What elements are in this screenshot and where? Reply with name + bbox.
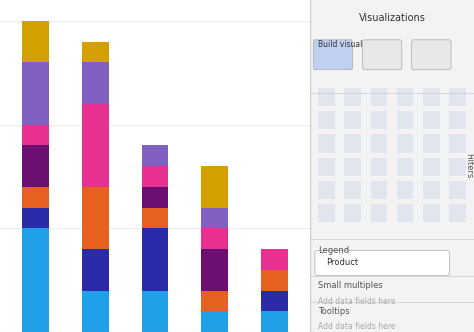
Bar bbox=[142, 145, 168, 166]
FancyBboxPatch shape bbox=[315, 251, 449, 276]
Bar bbox=[371, 134, 387, 153]
Text: Tooltips: Tooltips bbox=[318, 307, 350, 316]
Bar bbox=[397, 204, 413, 222]
Bar bbox=[318, 134, 335, 153]
Text: Add data fields here: Add data fields here bbox=[318, 322, 396, 331]
Bar bbox=[261, 270, 288, 290]
Bar bbox=[261, 249, 288, 270]
Bar bbox=[449, 181, 466, 199]
Bar bbox=[449, 111, 466, 129]
Bar bbox=[22, 187, 49, 208]
Bar bbox=[142, 187, 168, 208]
Text: Small multiples: Small multiples bbox=[318, 281, 383, 290]
Bar bbox=[82, 290, 109, 332]
Bar bbox=[261, 311, 288, 332]
Bar bbox=[82, 62, 109, 104]
Bar bbox=[22, 62, 49, 124]
Bar bbox=[371, 111, 387, 129]
Bar bbox=[345, 134, 361, 153]
Bar bbox=[201, 249, 228, 290]
Bar bbox=[345, 88, 361, 106]
Bar bbox=[423, 204, 439, 222]
Bar bbox=[318, 88, 335, 106]
Bar bbox=[397, 134, 413, 153]
Bar bbox=[142, 290, 168, 332]
Bar bbox=[397, 181, 413, 199]
Bar bbox=[201, 208, 228, 228]
Bar bbox=[142, 166, 168, 187]
Bar bbox=[397, 88, 413, 106]
Bar bbox=[423, 111, 439, 129]
Bar bbox=[397, 158, 413, 176]
Text: Add data fields here: Add data fields here bbox=[318, 297, 396, 306]
Bar bbox=[22, 145, 49, 187]
Bar bbox=[142, 208, 168, 228]
Bar bbox=[371, 181, 387, 199]
Bar bbox=[423, 88, 439, 106]
Bar bbox=[318, 158, 335, 176]
Bar bbox=[345, 158, 361, 176]
FancyBboxPatch shape bbox=[313, 40, 353, 70]
Bar bbox=[397, 111, 413, 129]
Bar bbox=[345, 181, 361, 199]
FancyBboxPatch shape bbox=[412, 40, 451, 70]
Text: Build visual: Build visual bbox=[318, 40, 363, 49]
Bar bbox=[201, 311, 228, 332]
Bar bbox=[22, 208, 49, 228]
Bar bbox=[318, 111, 335, 129]
Bar bbox=[201, 166, 228, 208]
Bar bbox=[318, 204, 335, 222]
Bar bbox=[423, 134, 439, 153]
Bar bbox=[449, 204, 466, 222]
Bar bbox=[345, 111, 361, 129]
Bar bbox=[423, 181, 439, 199]
Text: Visualizations: Visualizations bbox=[358, 13, 426, 23]
Bar bbox=[22, 124, 49, 145]
Text: Filters: Filters bbox=[465, 153, 474, 179]
Bar bbox=[449, 88, 466, 106]
Bar bbox=[345, 204, 361, 222]
Bar bbox=[82, 249, 109, 290]
FancyBboxPatch shape bbox=[363, 40, 402, 70]
Bar bbox=[261, 290, 288, 311]
Bar bbox=[82, 187, 109, 249]
Bar bbox=[142, 228, 168, 290]
Bar bbox=[82, 42, 109, 62]
Bar bbox=[423, 158, 439, 176]
Bar bbox=[449, 134, 466, 153]
Text: Product: Product bbox=[327, 258, 358, 268]
Bar bbox=[371, 88, 387, 106]
Bar bbox=[82, 104, 109, 187]
Bar bbox=[449, 158, 466, 176]
Text: Legend: Legend bbox=[318, 246, 349, 255]
Bar bbox=[318, 181, 335, 199]
Bar bbox=[201, 228, 228, 249]
Bar bbox=[371, 158, 387, 176]
Bar bbox=[201, 290, 228, 311]
Bar bbox=[22, 21, 49, 62]
Bar bbox=[371, 204, 387, 222]
Bar bbox=[22, 228, 49, 332]
